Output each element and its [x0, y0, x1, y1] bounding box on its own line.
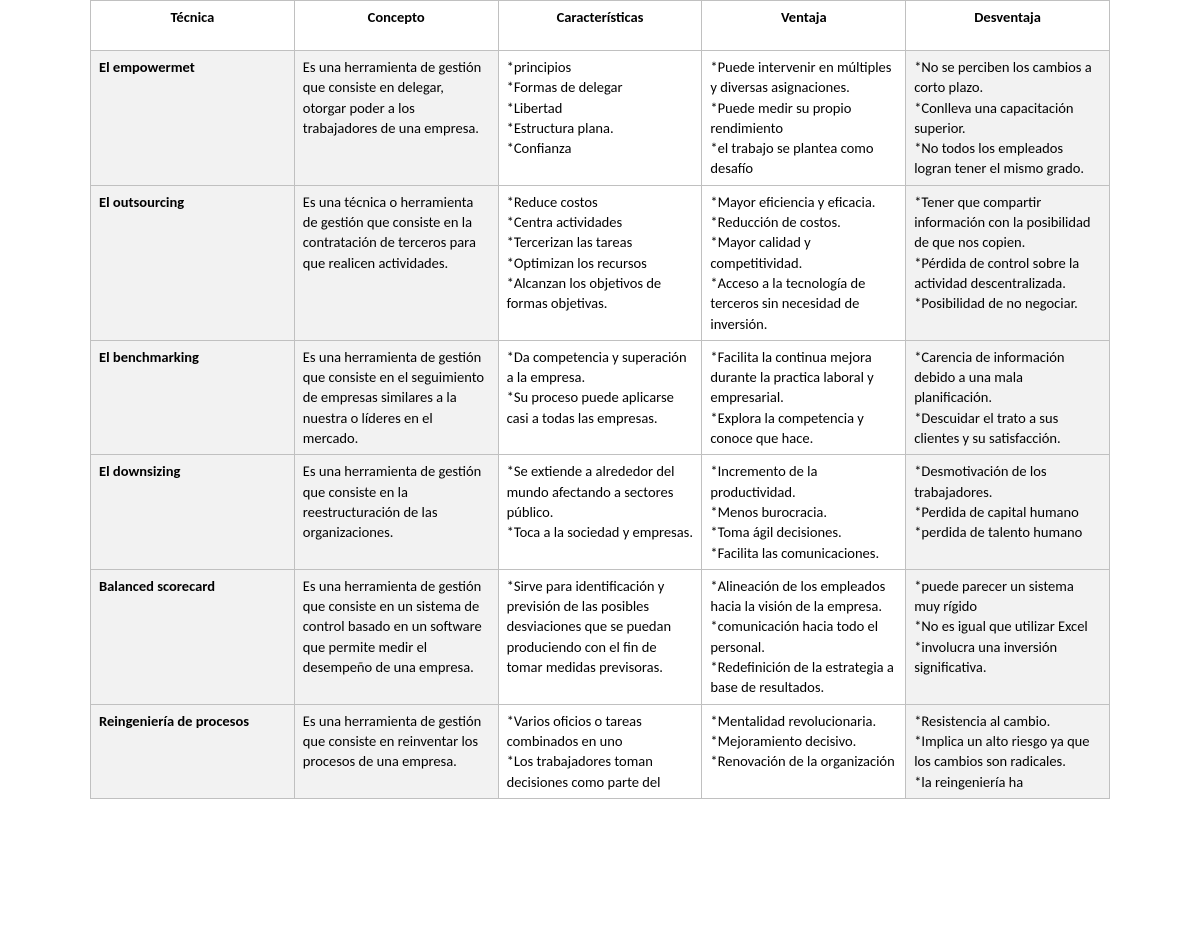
cell-desventaja: *Resistencia al cambio.*Implica un alto … — [906, 704, 1110, 798]
header-row: Técnica Concepto Características Ventaja… — [91, 1, 1110, 51]
table-row: El outsourcingEs una técnica o herramien… — [91, 185, 1110, 340]
col-header-tecnica: Técnica — [91, 1, 295, 51]
cell-ventaja: *Incremento de la productividad.*Menos b… — [702, 455, 906, 569]
cell-ventaja: *Mentalidad revolucionaria.*Mejoramiento… — [702, 704, 906, 798]
table-row: El empowermetEs una herramienta de gesti… — [91, 51, 1110, 186]
col-header-caracteristicas: Características — [498, 1, 702, 51]
col-header-desventaja: Desventaja — [906, 1, 1110, 51]
cell-ventaja: *Alineación de los empleados hacia la vi… — [702, 569, 906, 704]
table-row: Reingeniería de procesosEs una herramien… — [91, 704, 1110, 798]
cell-caracteristicas: *Reduce costos*Centra actividades*Tercer… — [498, 185, 702, 340]
cell-tecnica: El benchmarking — [91, 340, 295, 454]
cell-ventaja: *Mayor eficiencia y eficacia.*Reducción … — [702, 185, 906, 340]
col-header-ventaja: Ventaja — [702, 1, 906, 51]
cell-desventaja: *Desmotivación de los trabajadores.*Perd… — [906, 455, 1110, 569]
cell-ventaja: *Puede intervenir en múltiples y diversa… — [702, 51, 906, 186]
cell-concepto: Es una técnica o herramienta de gestión … — [294, 185, 498, 340]
cell-tecnica: El downsizing — [91, 455, 295, 569]
cell-concepto: Es una herramienta de gestión que consis… — [294, 51, 498, 186]
cell-concepto: Es una herramienta de gestión que consis… — [294, 340, 498, 454]
cell-concepto: Es una herramienta de gestión que consis… — [294, 455, 498, 569]
cell-ventaja: *Facilita la continua mejora durante la … — [702, 340, 906, 454]
cell-desventaja: *Carencia de información debido a una ma… — [906, 340, 1110, 454]
cell-desventaja: *Tener que compartir información con la … — [906, 185, 1110, 340]
cell-concepto: Es una herramienta de gestión que consis… — [294, 569, 498, 704]
cell-desventaja: *No se perciben los cambios a corto plaz… — [906, 51, 1110, 186]
cell-tecnica: Balanced scorecard — [91, 569, 295, 704]
cell-caracteristicas: *Se extiende a alrededor del mundo afect… — [498, 455, 702, 569]
cell-tecnica: Reingeniería de procesos — [91, 704, 295, 798]
table-body: El empowermetEs una herramienta de gesti… — [91, 51, 1110, 799]
cell-desventaja: *puede parecer un sistema muy rígido*No … — [906, 569, 1110, 704]
cell-caracteristicas: *principios*Formas de delegar*Libertad*E… — [498, 51, 702, 186]
table-container: Técnica Concepto Características Ventaja… — [0, 0, 1200, 799]
techniques-table: Técnica Concepto Características Ventaja… — [90, 0, 1110, 799]
cell-caracteristicas: *Varios oficios o tareas combinados en u… — [498, 704, 702, 798]
cell-tecnica: El empowermet — [91, 51, 295, 186]
cell-tecnica: El outsourcing — [91, 185, 295, 340]
col-header-concepto: Concepto — [294, 1, 498, 51]
table-row: El downsizingEs una herramienta de gesti… — [91, 455, 1110, 569]
table-row: El benchmarkingEs una herramienta de ges… — [91, 340, 1110, 454]
cell-caracteristicas: *Sirve para identificación y previsión d… — [498, 569, 702, 704]
cell-caracteristicas: *Da competencia y superación a la empres… — [498, 340, 702, 454]
table-row: Balanced scorecardEs una herramienta de … — [91, 569, 1110, 704]
cell-concepto: Es una herramienta de gestión que consis… — [294, 704, 498, 798]
